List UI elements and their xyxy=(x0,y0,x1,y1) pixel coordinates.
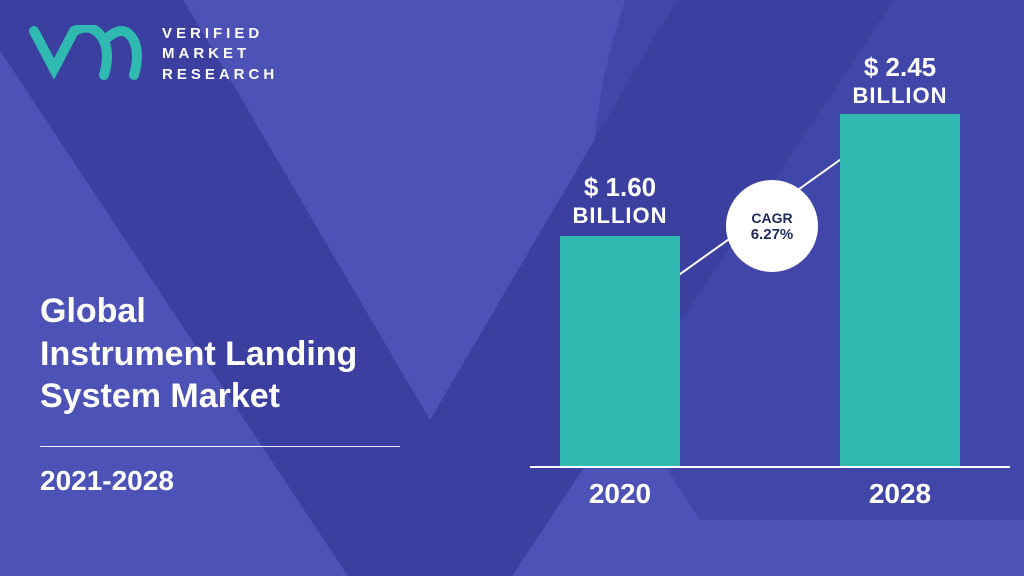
bar-2020 xyxy=(560,236,680,466)
title-divider xyxy=(40,446,400,447)
logo-line3: RESEARCH xyxy=(162,65,278,85)
report-title: Global Instrument Landing System Market xyxy=(40,290,400,418)
bar-rect-2020 xyxy=(560,236,680,466)
year-label-2020: 2020 xyxy=(540,478,700,510)
year-label-2028: 2028 xyxy=(820,478,980,510)
bar-2028 xyxy=(840,114,960,466)
bar-amount-2028: $ 2.45 xyxy=(820,52,980,83)
bar-rect-2028 xyxy=(840,114,960,466)
cagr-label: CAGR xyxy=(751,210,792,226)
chart-baseline xyxy=(530,466,1010,468)
bar-unit-2020: BILLION xyxy=(540,203,700,229)
logo-line1: VERIFIED xyxy=(162,24,278,44)
title-line2: Instrument Landing xyxy=(40,333,400,376)
bar-unit-2028: BILLION xyxy=(820,83,980,109)
cagr-badge: CAGR 6.27% xyxy=(726,180,818,272)
title-line3: System Market xyxy=(40,375,400,418)
forecast-years: 2021-2028 xyxy=(40,465,400,497)
title-block: Global Instrument Landing System Market … xyxy=(40,290,400,497)
bar-amount-2020: $ 1.60 xyxy=(540,172,700,203)
logo-mark xyxy=(28,25,148,83)
cagr-value: 6.27% xyxy=(751,226,794,243)
bar-value-label-2028: $ 2.45BILLION xyxy=(820,52,980,109)
brand-logo: VERIFIED MARKET RESEARCH xyxy=(28,24,278,85)
bar-value-label-2020: $ 1.60BILLION xyxy=(540,172,700,229)
logo-line2: MARKET xyxy=(162,44,278,64)
title-line1: Global xyxy=(40,290,400,333)
logo-text: VERIFIED MARKET RESEARCH xyxy=(162,24,278,85)
market-size-chart: CAGR 6.27% $ 1.60BILLION2020$ 2.45BILLIO… xyxy=(540,40,1000,520)
infographic-canvas: VERIFIED MARKET RESEARCH Global Instrume… xyxy=(0,0,1024,576)
